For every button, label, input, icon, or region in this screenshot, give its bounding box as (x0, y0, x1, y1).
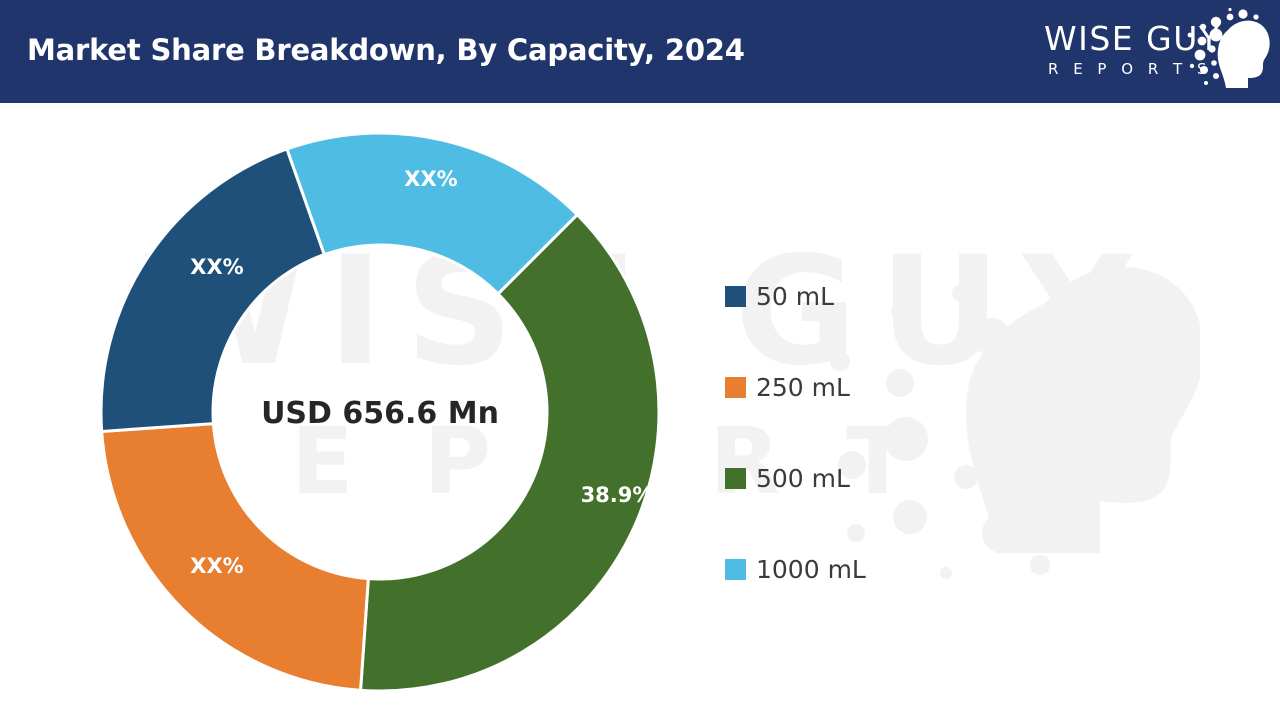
page-title: Market Share Breakdown, By Capacity, 202… (27, 33, 745, 67)
watermark-head-silhouette-icon (965, 267, 1200, 553)
donut-center-value: USD 656.6 Mn (261, 396, 499, 431)
legend-label-250ml: 250 mL (756, 373, 850, 402)
logo-dot-cluster-icon (1187, 8, 1259, 85)
donut-slice-1000ml[interactable] (284, 131, 580, 297)
page-header: Market Share Breakdown, By Capacity, 202… (0, 0, 1280, 103)
legend-swatch-1000ml (725, 559, 746, 580)
donut-slice-250ml[interactable] (100, 422, 370, 691)
chart-legend: 50 mL 250 mL 500 mL 1000 mL (725, 251, 985, 615)
donut-slice-500ml[interactable] (358, 212, 661, 691)
slice-label-500ml: 38.9% (581, 483, 654, 507)
slice-label-50ml: XX% (190, 255, 243, 279)
wiseguy-reports-logo: WISE GUY R E P O R T S (1044, 8, 1270, 88)
legend-item-500ml[interactable]: 500 mL (725, 433, 985, 524)
donut-slices (100, 131, 661, 691)
logo-wordmark-secondary: R E P O R T S (1048, 60, 1211, 78)
slice-label-250ml: XX% (190, 554, 243, 578)
legend-label-1000ml: 1000 mL (756, 555, 866, 584)
donut-slice-labels: XX% 38.9% XX% XX% (190, 167, 653, 578)
logo-wordmark-primary: WISE GUY (1044, 19, 1221, 58)
legend-swatch-250ml (725, 377, 746, 398)
donut-slice-50ml[interactable] (100, 147, 327, 434)
legend-item-1000ml[interactable]: 1000 mL (725, 524, 985, 615)
legend-item-50ml[interactable]: 50 mL (725, 251, 985, 342)
legend-item-250ml[interactable]: 250 mL (725, 342, 985, 433)
legend-swatch-50ml (725, 286, 746, 307)
logo-head-silhouette-icon (1217, 20, 1270, 88)
legend-label-500ml: 500 mL (756, 464, 850, 493)
legend-swatch-500ml (725, 468, 746, 489)
donut-chart: XX% 38.9% XX% XX% USD 656.6 Mn (100, 107, 664, 691)
slice-label-1000ml: XX% (404, 167, 457, 191)
legend-label-50ml: 50 mL (756, 282, 835, 311)
